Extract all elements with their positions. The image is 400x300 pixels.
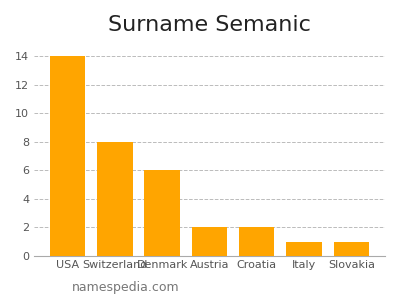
Bar: [334, 242, 369, 256]
Bar: [239, 227, 274, 256]
Bar: [192, 227, 227, 256]
Bar: [97, 142, 133, 256]
Bar: [286, 242, 322, 256]
Bar: [50, 56, 85, 256]
Bar: [144, 170, 180, 256]
Title: Surname Semanic: Surname Semanic: [108, 15, 311, 35]
Text: namespedia.com: namespedia.com: [72, 281, 180, 294]
